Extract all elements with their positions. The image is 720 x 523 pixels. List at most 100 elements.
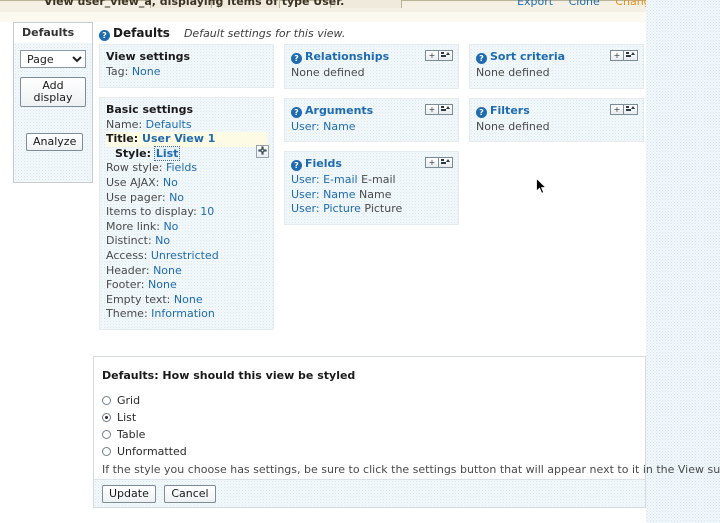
summary-row[interactable]: Tag: None	[106, 65, 267, 80]
row-label: Name:	[106, 117, 143, 131]
browser-tab[interactable]	[330, 0, 402, 8]
row-label: Distinct:	[106, 234, 152, 248]
summary-row[interactable]: User: E-mail E-mail	[291, 173, 452, 188]
radio-table[interactable]	[102, 430, 111, 439]
summary-row[interactable]: Header: None	[106, 264, 267, 279]
summary-row[interactable]: User: Name	[291, 120, 452, 135]
update-button[interactable]: Update	[102, 485, 156, 503]
summary-row[interactable]: Empty text: None	[106, 293, 267, 308]
add-display-select[interactable]: Page	[20, 50, 86, 68]
row-label: More link:	[106, 219, 160, 233]
export-link[interactable]: Export	[517, 0, 554, 8]
summary-description: Default settings for this view.	[183, 27, 346, 40]
summary-row[interactable]: Use AJAX: No	[106, 176, 267, 191]
summary-row: None defined	[476, 66, 550, 79]
row-value[interactable]: None	[148, 278, 177, 292]
help-icon[interactable]: ?	[291, 160, 302, 172]
box-heading[interactable]: ? Relationships	[291, 50, 452, 64]
view-summary: ? Defaults Default settings for this view.…	[93, 22, 646, 352]
row-value[interactable]: Defaults	[145, 117, 192, 131]
add-icon[interactable]: +	[610, 50, 624, 61]
summary-row[interactable]: Name: Defaults	[106, 118, 267, 133]
page-background-right	[646, 0, 720, 523]
help-icon[interactable]: ?	[291, 106, 302, 118]
add-icon[interactable]: +	[425, 103, 439, 115]
summary-row-style[interactable]: Style: List	[106, 145, 267, 162]
help-icon[interactable]: ?	[291, 53, 302, 64]
row-value: Name	[359, 187, 392, 201]
row-label: Header:	[106, 263, 150, 277]
box-heading[interactable]: ? Fields	[291, 157, 452, 172]
row-value[interactable]: No	[169, 190, 185, 204]
radio-label: List	[117, 411, 137, 424]
row-label: Empty text:	[106, 292, 171, 306]
add-display-button[interactable]: Add display	[20, 77, 86, 107]
row-value[interactable]: None	[173, 292, 203, 306]
cancel-button[interactable]: Cancel	[164, 485, 216, 503]
row-value[interactable]: User View 1	[142, 132, 216, 146]
summary-row[interactable]: More link: No	[106, 220, 267, 235]
box-header-buttons: +	[425, 103, 453, 115]
row-value[interactable]: None	[153, 263, 182, 277]
help-icon[interactable]: ?	[99, 30, 110, 41]
row-label[interactable]: User:	[291, 119, 320, 133]
add-icon[interactable]: +	[610, 103, 624, 115]
summary-column-left: View settings Tag: None Basic settings	[99, 44, 274, 339]
summary-row[interactable]: User: Picture Picture	[291, 202, 452, 217]
summary-row[interactable]: Theme: Information	[106, 307, 267, 322]
box-basic-settings: Basic settings Name: Defaults	[99, 96, 274, 330]
summary-row[interactable]: Row style: Fields	[106, 161, 267, 176]
row-label[interactable]: User: Picture	[291, 202, 361, 216]
row-value[interactable]: No	[162, 175, 178, 189]
radio-option-grid[interactable]: Grid	[102, 392, 187, 409]
summary-row[interactable]: Access: Unrestricted	[106, 249, 267, 264]
box-heading[interactable]: ? Filters	[476, 104, 637, 118]
summary-row[interactable]: User: Name Name	[291, 188, 452, 203]
rearrange-icon[interactable]	[439, 157, 453, 169]
row-value[interactable]: No	[155, 234, 171, 248]
summary-row: None defined	[291, 66, 365, 79]
add-icon[interactable]: +	[425, 157, 439, 169]
display-tab-defaults[interactable]: Defaults	[13, 22, 93, 43]
row-value[interactable]: Unrestricted	[150, 248, 219, 262]
radio-option-list[interactable]: List	[102, 409, 187, 426]
add-icon[interactable]: +	[425, 50, 439, 61]
row-value[interactable]: Information	[151, 307, 215, 321]
summary-display-name: Defaults	[113, 26, 170, 40]
rearrange-icon[interactable]	[624, 103, 638, 115]
row-value: E-mail	[361, 173, 396, 187]
radio-grid[interactable]	[102, 396, 111, 405]
analyze-button[interactable]: Analyze	[26, 133, 84, 151]
clone-link[interactable]: Clone	[568, 0, 600, 8]
style-settings-gear-icon[interactable]	[256, 144, 269, 158]
row-value[interactable]: None	[131, 65, 161, 78]
box-heading[interactable]: ? Sort criteria	[476, 50, 637, 64]
row-label[interactable]: User: E-mail	[291, 173, 358, 187]
box-heading-label: Sort criteria	[490, 50, 566, 63]
help-icon[interactable]: ?	[476, 53, 487, 64]
rearrange-icon[interactable]	[439, 103, 453, 115]
help-icon[interactable]: ?	[476, 106, 487, 118]
radio-option-unformatted[interactable]: Unformatted	[102, 443, 187, 460]
browser-tab[interactable]	[150, 0, 212, 8]
radio-label: Table	[117, 428, 146, 441]
box-heading[interactable]: ? Arguments	[291, 104, 452, 118]
row-value[interactable]: Name	[323, 119, 356, 133]
row-value[interactable]: Fields	[165, 161, 198, 175]
rearrange-icon[interactable]	[624, 50, 638, 61]
summary-row-title[interactable]: Title: User View 1	[106, 132, 267, 147]
radio-list[interactable]	[102, 413, 111, 422]
row-label[interactable]: User: Name	[291, 187, 356, 201]
browser-tab[interactable]	[218, 0, 280, 8]
radio-unformatted[interactable]	[102, 447, 111, 456]
rearrange-icon[interactable]	[439, 50, 453, 61]
radio-option-table[interactable]: Table	[102, 426, 187, 443]
summary-row[interactable]: Footer: None	[106, 278, 267, 293]
summary-row[interactable]: Distinct: No	[106, 234, 267, 249]
summary-row[interactable]: Use pager: No	[106, 191, 267, 206]
box-heading-label: Arguments	[305, 103, 374, 117]
row-value[interactable]: List	[153, 145, 181, 161]
row-value[interactable]: No	[163, 219, 179, 233]
summary-row[interactable]: Items to display: 10	[106, 205, 267, 220]
row-value[interactable]: 10	[200, 205, 215, 219]
